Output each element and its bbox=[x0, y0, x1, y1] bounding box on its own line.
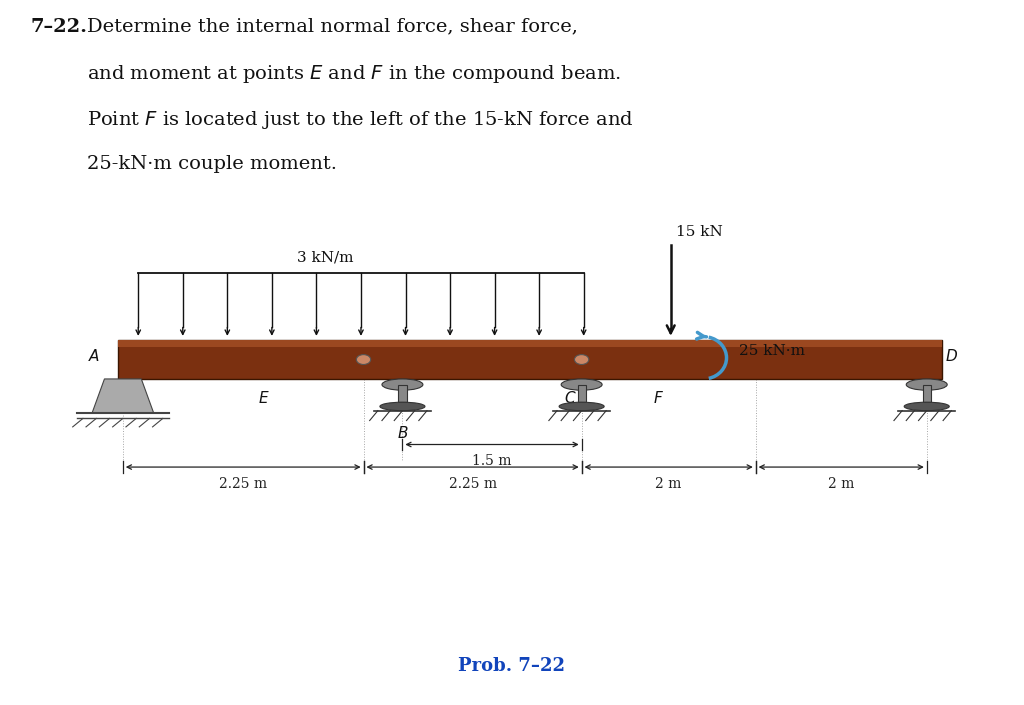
Text: Point $\it{F}$ is located just to the left of the 15-kN force and: Point $\it{F}$ is located just to the le… bbox=[87, 109, 634, 131]
Bar bbox=[923, 385, 931, 402]
Circle shape bbox=[574, 355, 589, 364]
Bar bbox=[118, 341, 942, 347]
Text: 2 m: 2 m bbox=[828, 477, 854, 491]
Ellipse shape bbox=[561, 379, 602, 391]
Text: 7–22.: 7–22. bbox=[31, 18, 88, 36]
Text: 25-kN·m couple moment.: 25-kN·m couple moment. bbox=[87, 155, 337, 173]
Text: 2.25 m: 2.25 m bbox=[449, 477, 497, 491]
Circle shape bbox=[356, 355, 371, 364]
Text: 1.5 m: 1.5 m bbox=[472, 455, 512, 468]
Text: 15 kN: 15 kN bbox=[676, 226, 723, 240]
Text: Prob. 7–22: Prob. 7–22 bbox=[459, 657, 565, 675]
Ellipse shape bbox=[559, 402, 604, 410]
Ellipse shape bbox=[380, 402, 425, 410]
Ellipse shape bbox=[906, 379, 947, 391]
Text: $A$: $A$ bbox=[88, 348, 100, 364]
Ellipse shape bbox=[382, 379, 423, 391]
Text: 2 m: 2 m bbox=[655, 477, 682, 491]
Polygon shape bbox=[92, 379, 154, 413]
Text: 2.25 m: 2.25 m bbox=[219, 477, 267, 491]
Text: Determine the internal normal force, shear force,: Determine the internal normal force, she… bbox=[87, 18, 578, 36]
Bar bbox=[578, 385, 586, 402]
Text: $D$: $D$ bbox=[945, 348, 958, 364]
Bar bbox=[398, 385, 407, 402]
Bar bbox=[118, 341, 942, 379]
Text: 25 kN·m: 25 kN·m bbox=[739, 344, 805, 357]
Text: $C$: $C$ bbox=[564, 389, 577, 405]
Ellipse shape bbox=[904, 402, 949, 410]
Text: 3 kN/m: 3 kN/m bbox=[297, 251, 353, 264]
Text: $E$: $E$ bbox=[258, 389, 270, 405]
Text: $B$: $B$ bbox=[396, 424, 409, 441]
Text: and moment at points $\it{E}$ and $\it{F}$ in the compound beam.: and moment at points $\it{E}$ and $\it{F… bbox=[87, 63, 622, 85]
Text: $F$: $F$ bbox=[653, 389, 665, 405]
